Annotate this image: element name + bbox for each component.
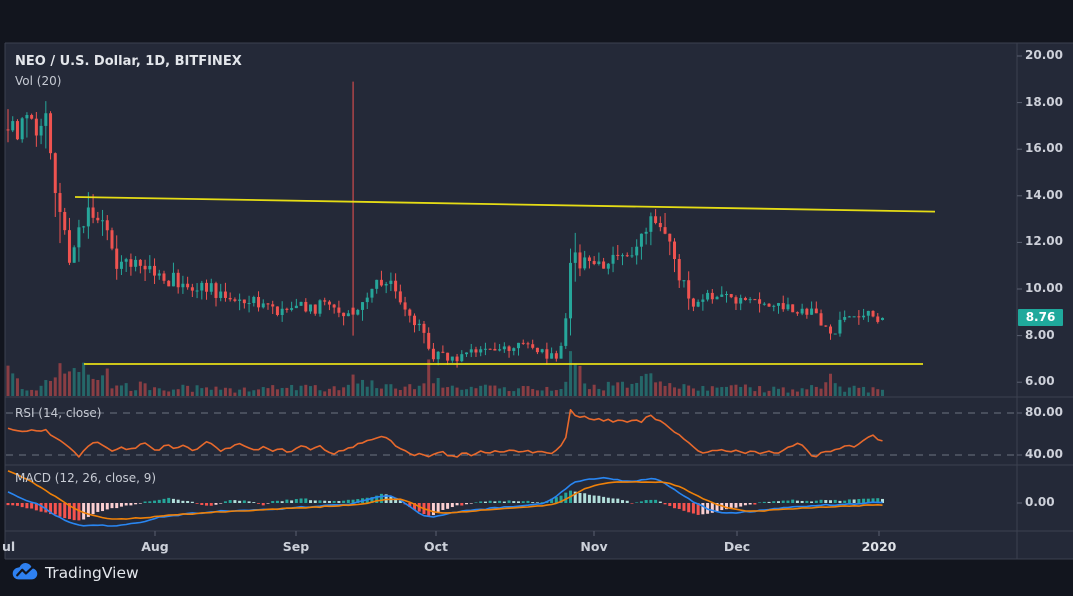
candles-layer [6,81,884,368]
tradingview-logo[interactable]: TradingView [12,562,139,584]
axis-tick-label: 16.00 [1025,141,1063,156]
axis-tick-label: 8.00 [1025,327,1055,342]
chart-title: NEO / U.S. Dollar, 1D, BITFINEX [15,54,242,69]
axis-tick-label: 14.00 [1025,187,1063,202]
tradingview-wordmark: TradingView [45,564,139,582]
time-tick-label: ul [2,539,16,554]
macd-indicator-label[interactable]: MACD (12, 26, close, 9) [15,471,157,485]
axis-tick-label: 0.00 [1025,495,1055,509]
axis-tick-label: 18.00 [1025,94,1063,109]
axis-tick-label: 12.00 [1025,234,1063,249]
time-tick-label: Dec [723,539,751,554]
volume-indicator-label[interactable]: Vol (20) [15,74,62,88]
rsi-indicator-label[interactable]: RSI (14, close) [15,406,102,420]
time-tick-label: Nov [580,539,608,554]
time-tick-label: Sep [282,539,310,554]
time-tick-label: Oct [423,539,448,554]
descending-resistance [74,196,936,213]
trendlines-layer[interactable] [74,196,936,365]
axis-tick-label: 6.00 [1025,374,1055,389]
axis-tick-label: 80.00 [1025,405,1063,419]
axis-tick-label: 40.00 [1025,447,1063,461]
rsi-layer [6,409,1016,458]
last-price-badge: 8.76 [1018,309,1063,327]
tradingview-cloud-icon [12,563,38,580]
axis-tick-label: 20.00 [1025,48,1063,62]
time-tick-label: Aug [141,539,169,554]
volume-layer [6,351,884,396]
axis-tick-label: 10.00 [1025,281,1063,295]
time-tick-label: 2020 [861,539,897,554]
macd-layer [6,470,884,527]
